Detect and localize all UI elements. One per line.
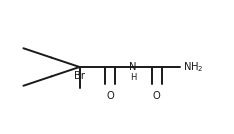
Text: H: H — [130, 73, 136, 82]
Text: NH$_2$: NH$_2$ — [183, 60, 203, 74]
Text: O: O — [153, 91, 161, 101]
Text: O: O — [106, 91, 114, 101]
Text: Br: Br — [74, 71, 85, 81]
Text: N: N — [129, 62, 137, 72]
